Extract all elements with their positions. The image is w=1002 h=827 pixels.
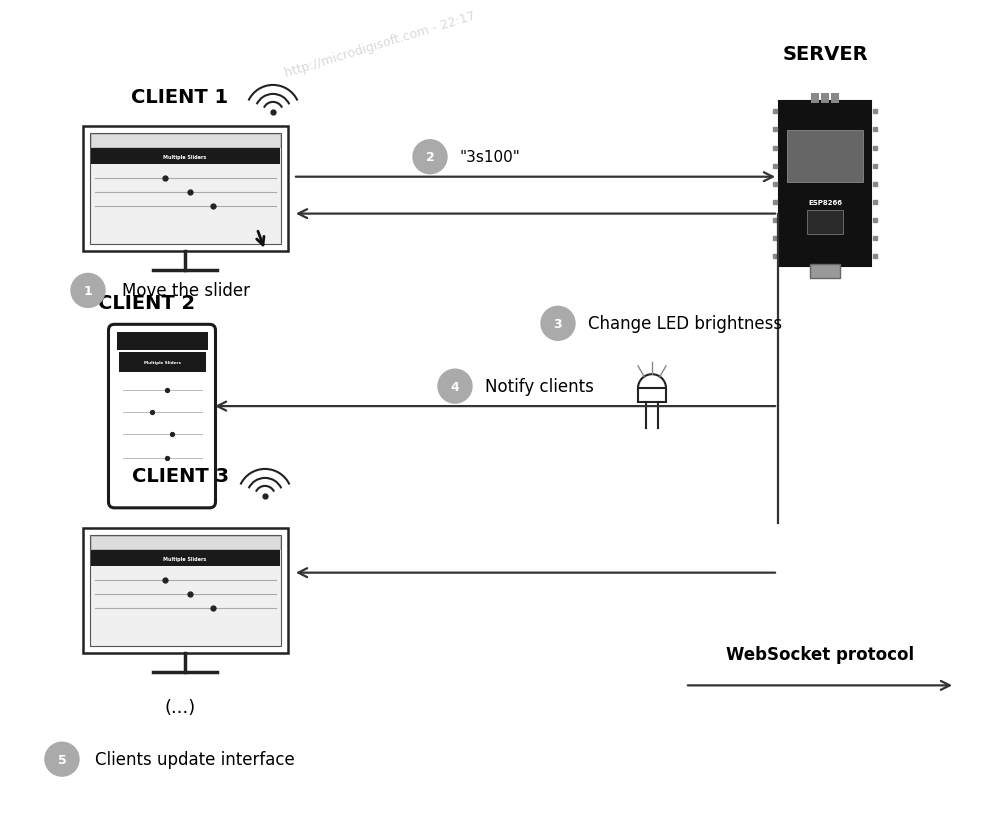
- Text: 4: 4: [451, 380, 459, 393]
- Text: Multiple Sliders: Multiple Sliders: [143, 361, 180, 365]
- Text: 2: 2: [426, 151, 435, 164]
- Circle shape: [438, 370, 472, 404]
- Circle shape: [413, 141, 447, 174]
- Text: (...): (...): [164, 699, 195, 716]
- FancyBboxPatch shape: [82, 127, 288, 251]
- Text: CLIENT 3: CLIENT 3: [131, 466, 228, 485]
- FancyBboxPatch shape: [779, 103, 871, 266]
- FancyBboxPatch shape: [89, 134, 281, 245]
- FancyBboxPatch shape: [807, 210, 843, 234]
- FancyBboxPatch shape: [831, 94, 839, 104]
- Circle shape: [541, 307, 575, 341]
- FancyBboxPatch shape: [811, 94, 819, 104]
- FancyBboxPatch shape: [118, 353, 205, 373]
- FancyBboxPatch shape: [787, 131, 863, 183]
- FancyBboxPatch shape: [90, 537, 280, 550]
- Text: 5: 5: [58, 753, 66, 766]
- Text: SERVER: SERVER: [783, 45, 868, 64]
- Text: Clients update interface: Clients update interface: [95, 750, 295, 768]
- Text: CLIENT 1: CLIENT 1: [131, 88, 228, 107]
- Circle shape: [45, 743, 79, 777]
- FancyBboxPatch shape: [108, 325, 215, 509]
- Text: ESP8266: ESP8266: [808, 199, 842, 205]
- FancyBboxPatch shape: [82, 528, 288, 653]
- FancyBboxPatch shape: [90, 135, 280, 148]
- Text: Notify clients: Notify clients: [485, 378, 594, 395]
- Wedge shape: [638, 375, 666, 389]
- Text: Change LED brightness: Change LED brightness: [588, 315, 783, 333]
- Text: Multiple Sliders: Multiple Sliders: [163, 556, 206, 561]
- FancyBboxPatch shape: [810, 265, 840, 279]
- Text: 3: 3: [554, 318, 562, 331]
- FancyBboxPatch shape: [116, 333, 207, 351]
- Text: 1: 1: [83, 284, 92, 298]
- FancyBboxPatch shape: [89, 536, 281, 646]
- Circle shape: [71, 274, 105, 308]
- Text: http://microdigisoft.com - 22:17: http://microdigisoft.com - 22:17: [284, 10, 477, 80]
- FancyBboxPatch shape: [638, 389, 666, 403]
- Text: Move the slider: Move the slider: [122, 282, 250, 300]
- Text: Multiple Sliders: Multiple Sliders: [163, 155, 206, 160]
- Text: "3s100": "3s100": [460, 150, 521, 165]
- FancyBboxPatch shape: [90, 551, 280, 566]
- Text: CLIENT 2: CLIENT 2: [98, 294, 195, 313]
- Text: WebSocket protocol: WebSocket protocol: [725, 646, 914, 663]
- FancyBboxPatch shape: [90, 149, 280, 165]
- FancyBboxPatch shape: [821, 94, 829, 104]
